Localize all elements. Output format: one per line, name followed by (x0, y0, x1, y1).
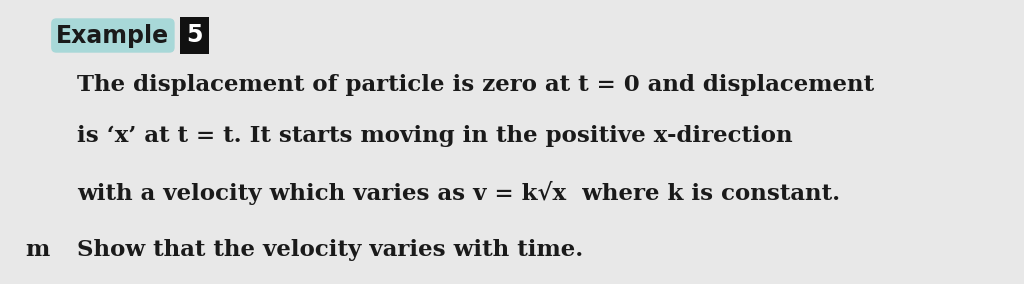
Text: Example: Example (56, 24, 169, 47)
Text: is ‘x’ at t = t. It starts moving in the positive x-direction: is ‘x’ at t = t. It starts moving in the… (77, 125, 793, 147)
Text: The displacement of particle is zero at t = 0 and displacement: The displacement of particle is zero at … (77, 74, 873, 96)
Text: m: m (26, 239, 50, 261)
Text: with a velocity which varies as v = k√x  where k is constant.: with a velocity which varies as v = k√x … (77, 181, 840, 205)
Text: Show that the velocity varies with time.: Show that the velocity varies with time. (77, 239, 583, 261)
Text: 5: 5 (186, 24, 203, 47)
